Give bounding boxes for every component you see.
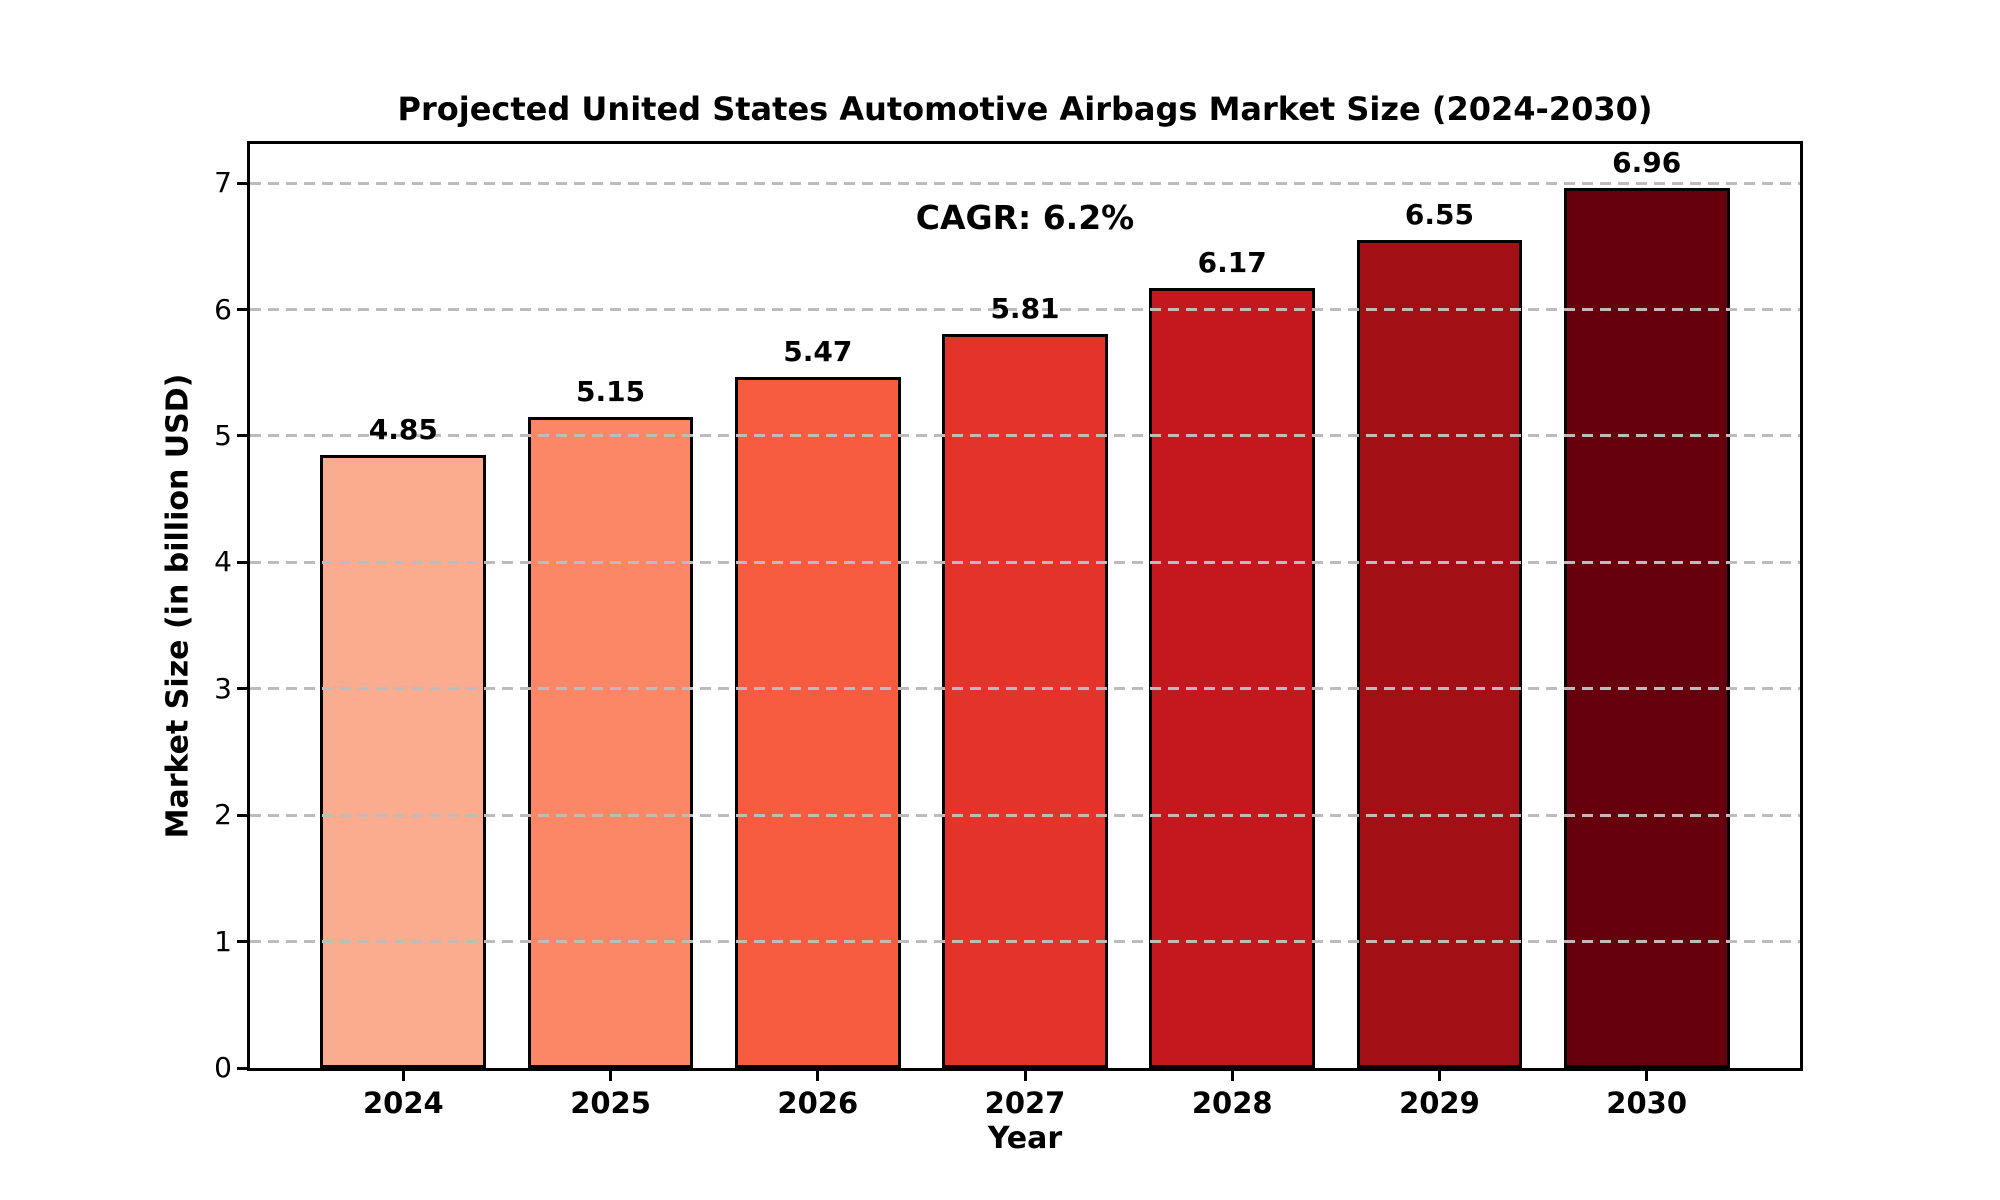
bar-value-label-2026: 5.47 (783, 334, 853, 368)
x-tick-mark-2027 (1023, 1068, 1027, 1081)
y-tick-label-4: 4 (214, 545, 232, 579)
x-tick-label-2025: 2025 (570, 1086, 651, 1120)
y-tick-label-1: 1 (214, 924, 232, 958)
gridline-y-4 (250, 560, 1800, 564)
x-tick-mark-2028 (1230, 1068, 1234, 1081)
x-tick-mark-2024 (401, 1068, 405, 1081)
spine-right (1800, 141, 1803, 1071)
bar-2030 (1563, 188, 1730, 1068)
y-tick-mark-3 (237, 687, 250, 691)
x-tick-mark-2030 (1645, 1068, 1649, 1081)
y-tick-label-2: 2 (214, 798, 232, 832)
gridline-y-3 (250, 687, 1800, 691)
cagr-annotation: CAGR: 6.2% (915, 198, 1135, 237)
y-tick-label-3: 3 (214, 671, 232, 705)
gridline-y-2 (250, 813, 1800, 817)
y-tick-mark-7 (237, 181, 250, 185)
gridline-y-1 (250, 940, 1800, 944)
y-tick-label-5: 5 (214, 418, 232, 452)
x-tick-label-2027: 2027 (984, 1086, 1066, 1120)
y-tick-label-6: 6 (214, 292, 232, 326)
x-tick-label-2026: 2026 (777, 1086, 859, 1120)
y-tick-mark-4 (237, 560, 250, 564)
bar-2025 (527, 417, 694, 1068)
bar-2027 (942, 333, 1108, 1068)
y-tick-mark-0 (237, 1066, 250, 1070)
y-tick-mark-5 (237, 434, 250, 438)
chart-title: Projected United States Automotive Airba… (397, 90, 1653, 128)
x-axis-label: Year (987, 1121, 1063, 1156)
bar-value-label-2028: 6.17 (1197, 246, 1267, 280)
gridline-y-7 (250, 181, 1800, 185)
gridline-y-5 (250, 434, 1800, 438)
x-tick-mark-2025 (609, 1068, 613, 1081)
y-tick-label-0: 0 (214, 1051, 232, 1084)
bar-value-label-2025: 5.15 (576, 375, 646, 409)
spine-bottom (247, 1068, 1803, 1071)
spine-top (247, 141, 1803, 144)
bar-2024 (320, 454, 487, 1068)
y-tick-label-7: 7 (214, 166, 232, 200)
bar-value-label-2030: 6.96 (1612, 146, 1682, 180)
x-tick-mark-2029 (1437, 1068, 1441, 1081)
x-tick-label-2030: 2030 (1606, 1086, 1688, 1120)
y-tick-mark-6 (237, 308, 250, 312)
bar-2028 (1149, 288, 1316, 1068)
spine-left (247, 141, 250, 1071)
x-tick-label-2024: 2024 (362, 1086, 444, 1120)
bar-value-label-2029: 6.55 (1404, 198, 1474, 232)
gridline-y-6 (250, 308, 1800, 312)
y-tick-mark-1 (237, 940, 250, 944)
x-tick-label-2028: 2028 (1191, 1086, 1273, 1120)
y-tick-mark-2 (237, 813, 250, 817)
bar-2029 (1356, 240, 1523, 1068)
bar-value-label-2024: 4.85 (368, 412, 438, 446)
bar-2026 (734, 376, 901, 1068)
x-tick-label-2029: 2029 (1399, 1086, 1480, 1120)
x-tick-mark-2026 (816, 1068, 820, 1081)
bar-value-label-2027: 5.81 (990, 291, 1060, 325)
